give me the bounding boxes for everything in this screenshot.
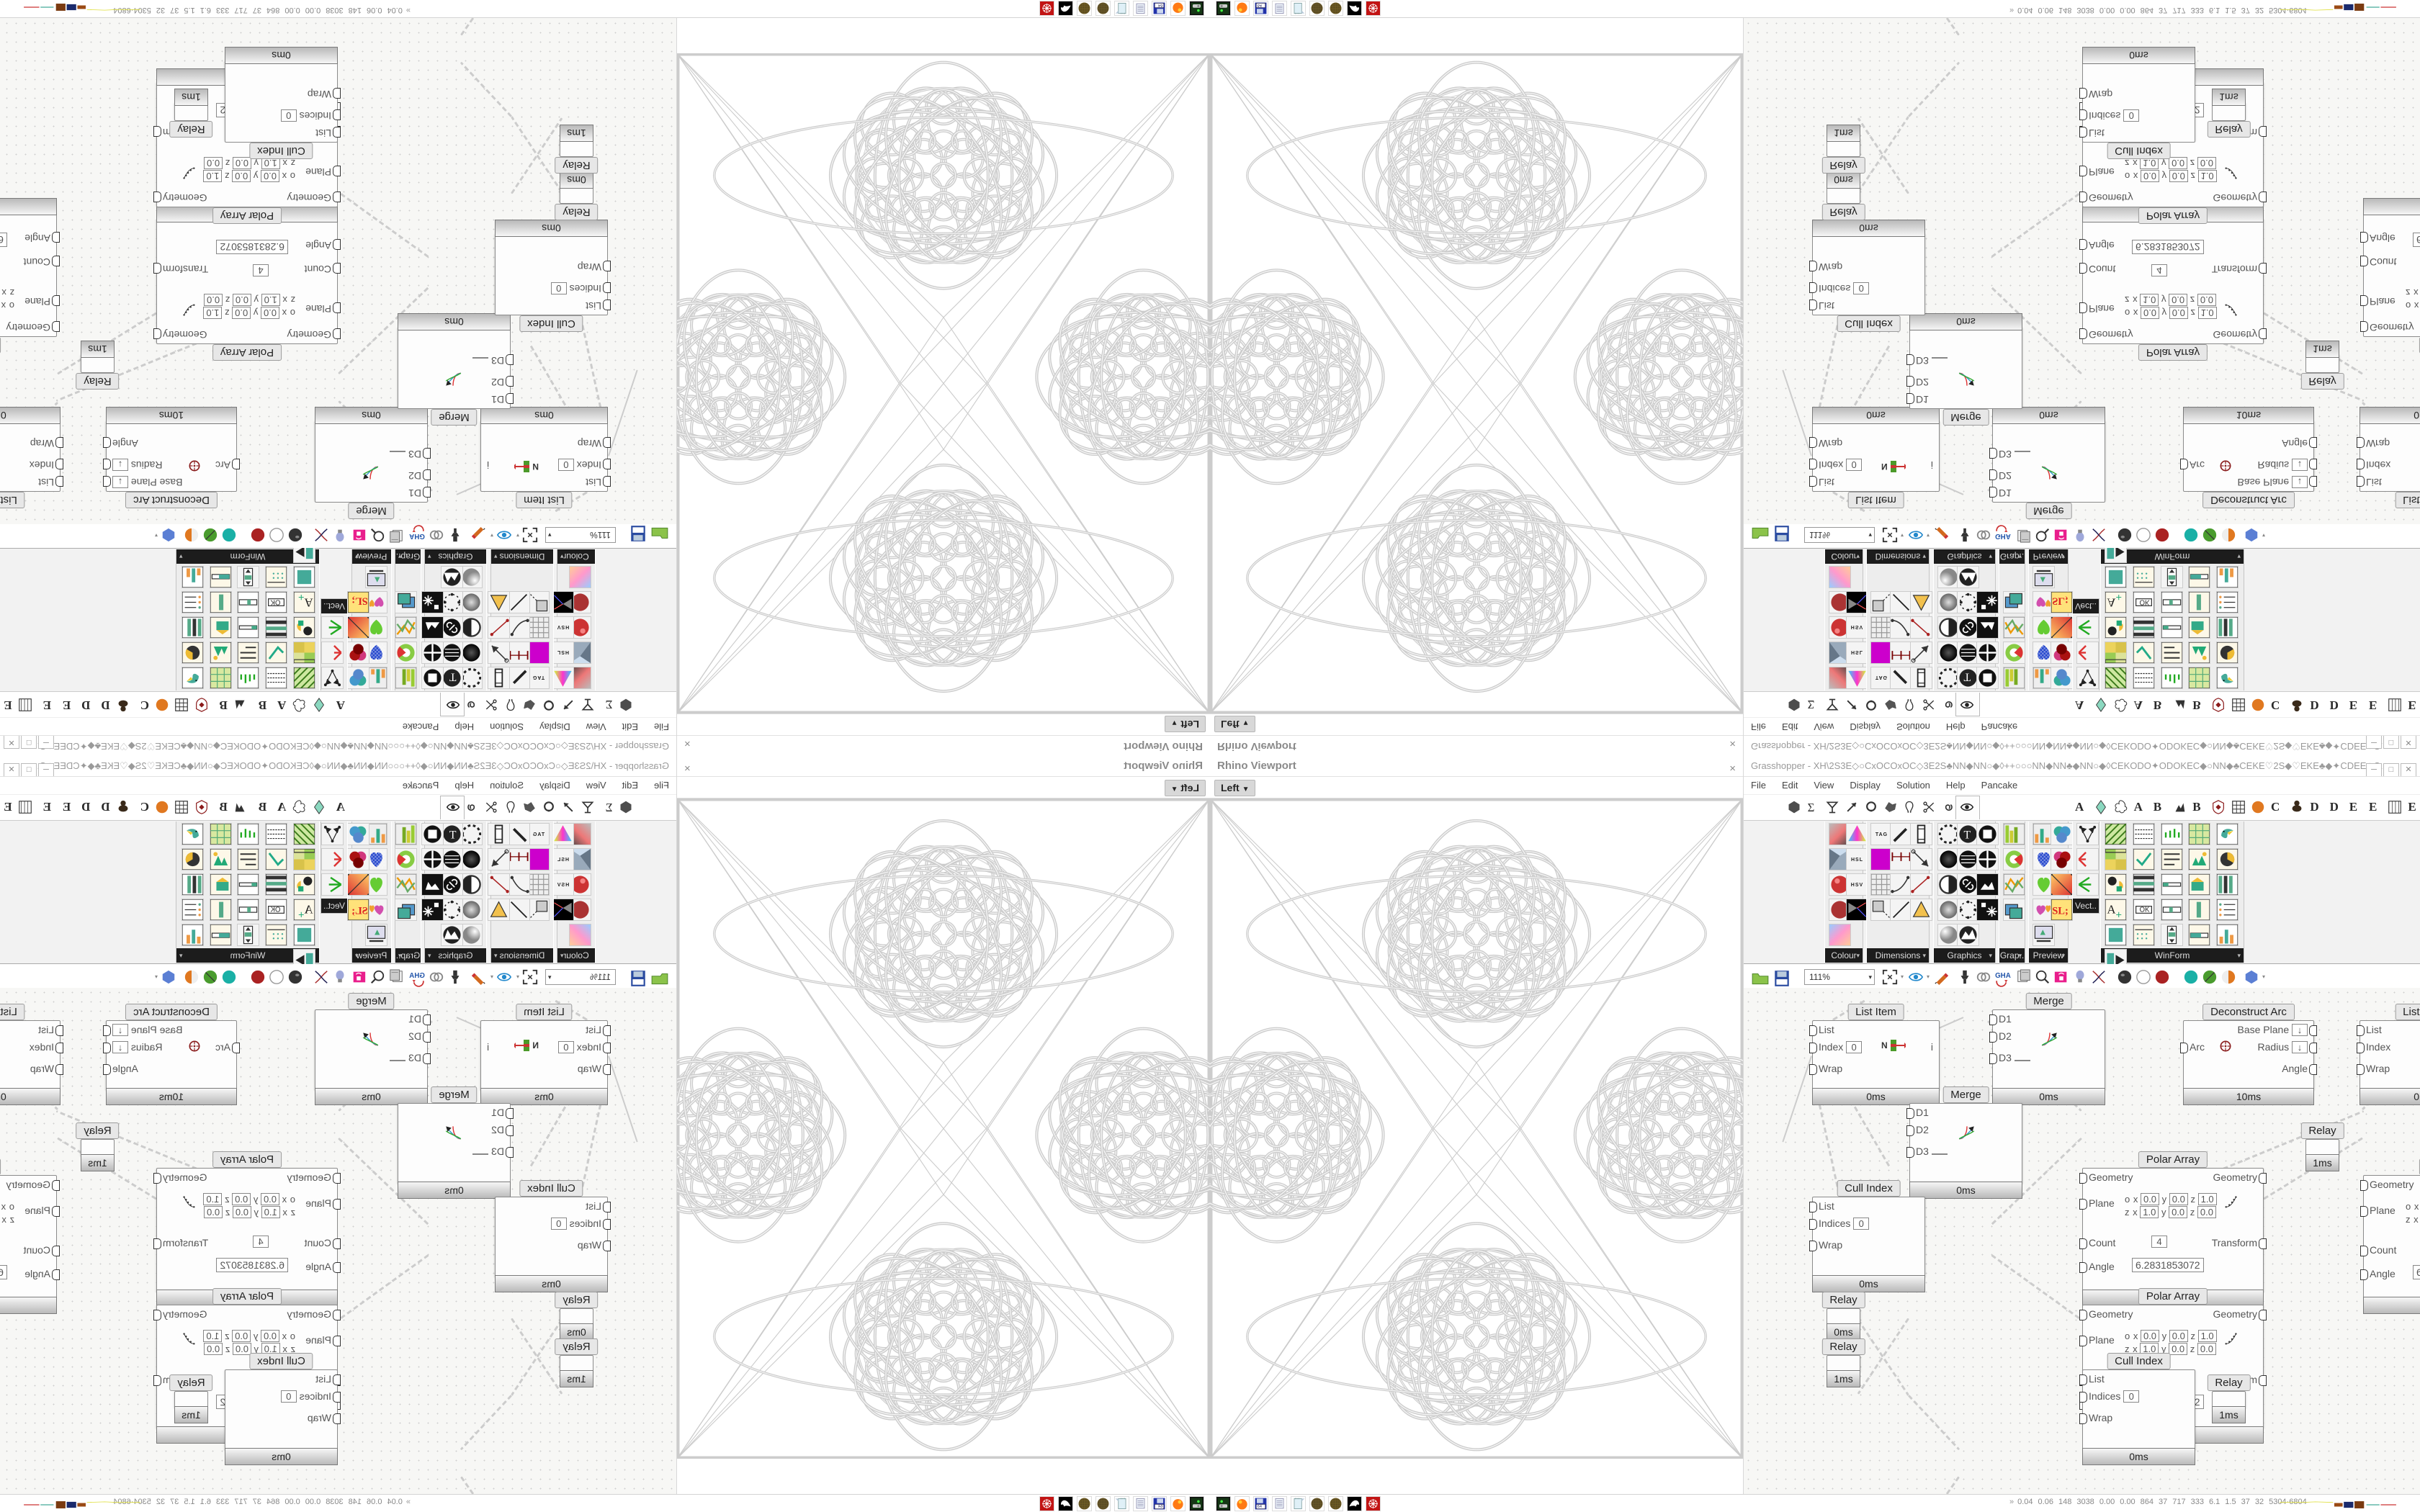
svg-text:A: A — [304, 902, 313, 916]
svg-text:OK: OK — [2139, 906, 2150, 914]
svg-text:64: 64 — [1258, 3, 1262, 7]
svg-text:OK: OK — [270, 906, 281, 914]
svg-text:Σ: Σ — [1807, 801, 1814, 814]
svg-text:T: T — [1963, 829, 1971, 842]
svg-text:T: T — [449, 670, 457, 683]
svg-text:T: T — [449, 829, 457, 842]
svg-text:T: T — [1963, 670, 1971, 683]
svg-text:N: N — [532, 462, 539, 472]
svg-text:64: 64 — [1158, 1505, 1162, 1509]
svg-text:GHA: GHA — [409, 972, 425, 980]
svg-text:OK: OK — [270, 598, 281, 606]
svg-text:A: A — [2107, 596, 2116, 610]
svg-text:SL;: SL; — [351, 906, 368, 917]
svg-text:Σ: Σ — [606, 801, 613, 814]
svg-text:Σ: Σ — [1807, 698, 1814, 711]
svg-text:64: 64 — [1258, 1505, 1262, 1509]
svg-text:GHA: GHA — [1995, 972, 2011, 980]
svg-text:A: A — [2107, 902, 2116, 916]
svg-text:+: + — [2116, 592, 2122, 602]
svg-text:N: N — [532, 1040, 539, 1050]
svg-text:GHA: GHA — [1995, 532, 2011, 540]
svg-text:Σ: Σ — [606, 698, 613, 711]
svg-text:+: + — [298, 592, 304, 602]
svg-text:+: + — [2116, 910, 2122, 920]
svg-text:N: N — [1881, 1040, 1888, 1050]
svg-text:SL;: SL; — [2052, 906, 2069, 917]
svg-text:SL;: SL; — [351, 595, 368, 606]
svg-text:+: + — [298, 910, 304, 920]
svg-text:64: 64 — [1158, 3, 1162, 7]
svg-text:A: A — [304, 596, 313, 610]
svg-text:GHA: GHA — [409, 532, 425, 540]
svg-text:N: N — [1881, 462, 1888, 472]
svg-text:OK: OK — [2139, 598, 2150, 606]
svg-text:SL;: SL; — [2052, 595, 2069, 606]
